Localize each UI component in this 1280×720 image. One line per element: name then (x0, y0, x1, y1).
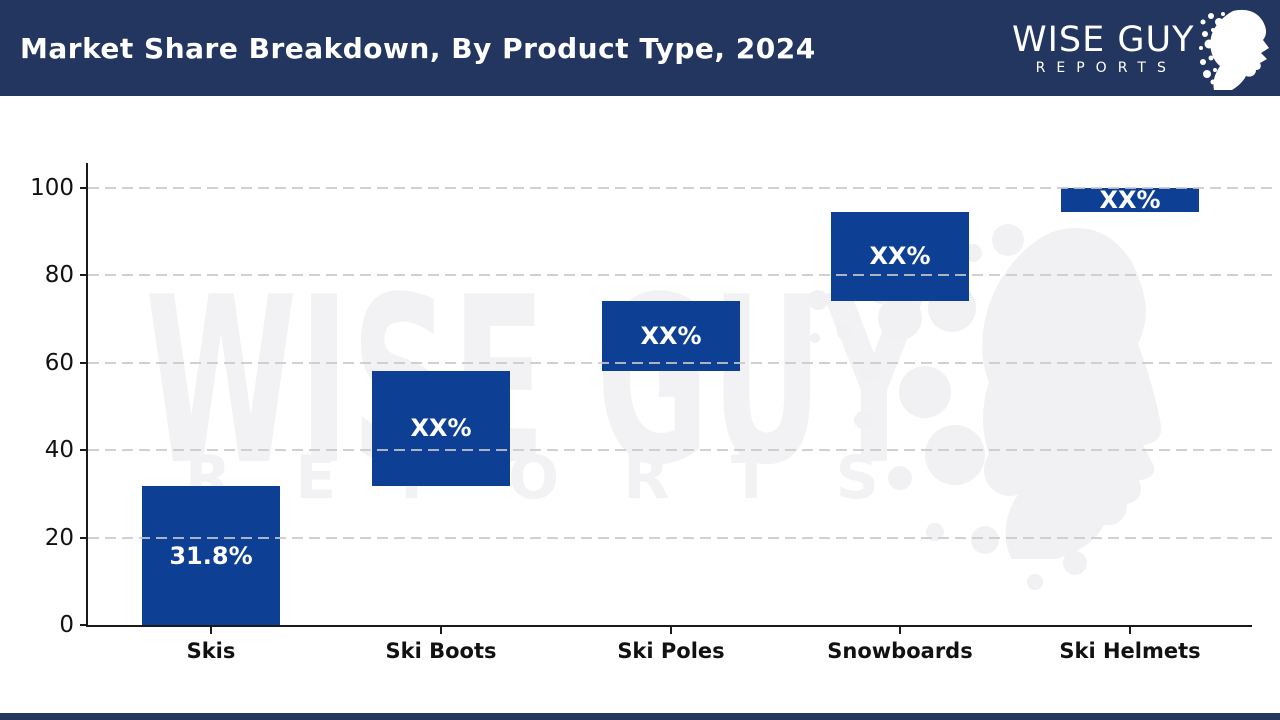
bar: XX% (372, 370, 510, 487)
page-title: Market Share Breakdown, By Product Type,… (20, 31, 816, 65)
y-tick-label: 40 (44, 437, 74, 464)
x-axis-tick (440, 627, 442, 634)
bar: XX% (602, 301, 740, 371)
x-category-label: Ski Helmets (1059, 639, 1201, 663)
header: Market Share Breakdown, By Product Type,… (0, 0, 1280, 96)
grid-line (88, 274, 1278, 277)
bar: XX% (831, 211, 969, 302)
y-axis-tick (80, 274, 88, 277)
grid-line (88, 449, 1278, 452)
logo-subtitle: REPORTS (1035, 60, 1177, 76)
logo-wordmark: WISE GUY (1012, 20, 1195, 60)
x-axis-line (86, 625, 1252, 627)
y-tick-label: 80 (44, 262, 74, 289)
bar-value-label: XX% (410, 414, 472, 443)
y-tick-label: 20 (44, 524, 74, 551)
y-axis-tick (80, 536, 88, 539)
y-tick-label: 0 (59, 612, 74, 638)
y-axis-line (86, 163, 88, 627)
logo-text: WISE GUY REPORTS (1012, 20, 1195, 76)
bar-value-label: XX% (1099, 185, 1161, 214)
bar: XX% (1061, 185, 1199, 214)
x-category-label: Snowboards (827, 639, 973, 663)
y-tick-label: 60 (44, 349, 74, 376)
grid-line (88, 361, 1278, 364)
y-axis-tick (80, 361, 88, 364)
x-category-label: Ski Boots (385, 639, 497, 663)
y-axis-tick (80, 187, 88, 189)
bar: 31.8% (142, 486, 280, 625)
x-axis-tick (670, 627, 672, 634)
logo-head-icon (1198, 9, 1269, 90)
bar-value-label: 31.8% (169, 541, 253, 570)
x-category-label: Ski Poles (617, 639, 725, 663)
watermark-head-icon (808, 224, 1162, 590)
wise-guy-logo: WISE GUY REPORTS (1012, 8, 1272, 90)
bar-value-label: XX% (869, 242, 931, 271)
y-tick-label: 100 (30, 175, 74, 201)
bar-value-label: XX% (640, 321, 702, 350)
grid-line (88, 536, 1278, 539)
x-axis-tick (210, 627, 212, 634)
footer-bar (0, 713, 1280, 720)
x-category-label: Skis (186, 639, 236, 663)
y-axis-tick (80, 624, 88, 626)
x-axis-tick (1129, 627, 1131, 634)
x-axis-tick (899, 627, 901, 634)
y-axis-tick (80, 449, 88, 452)
grid-line (88, 187, 1278, 189)
